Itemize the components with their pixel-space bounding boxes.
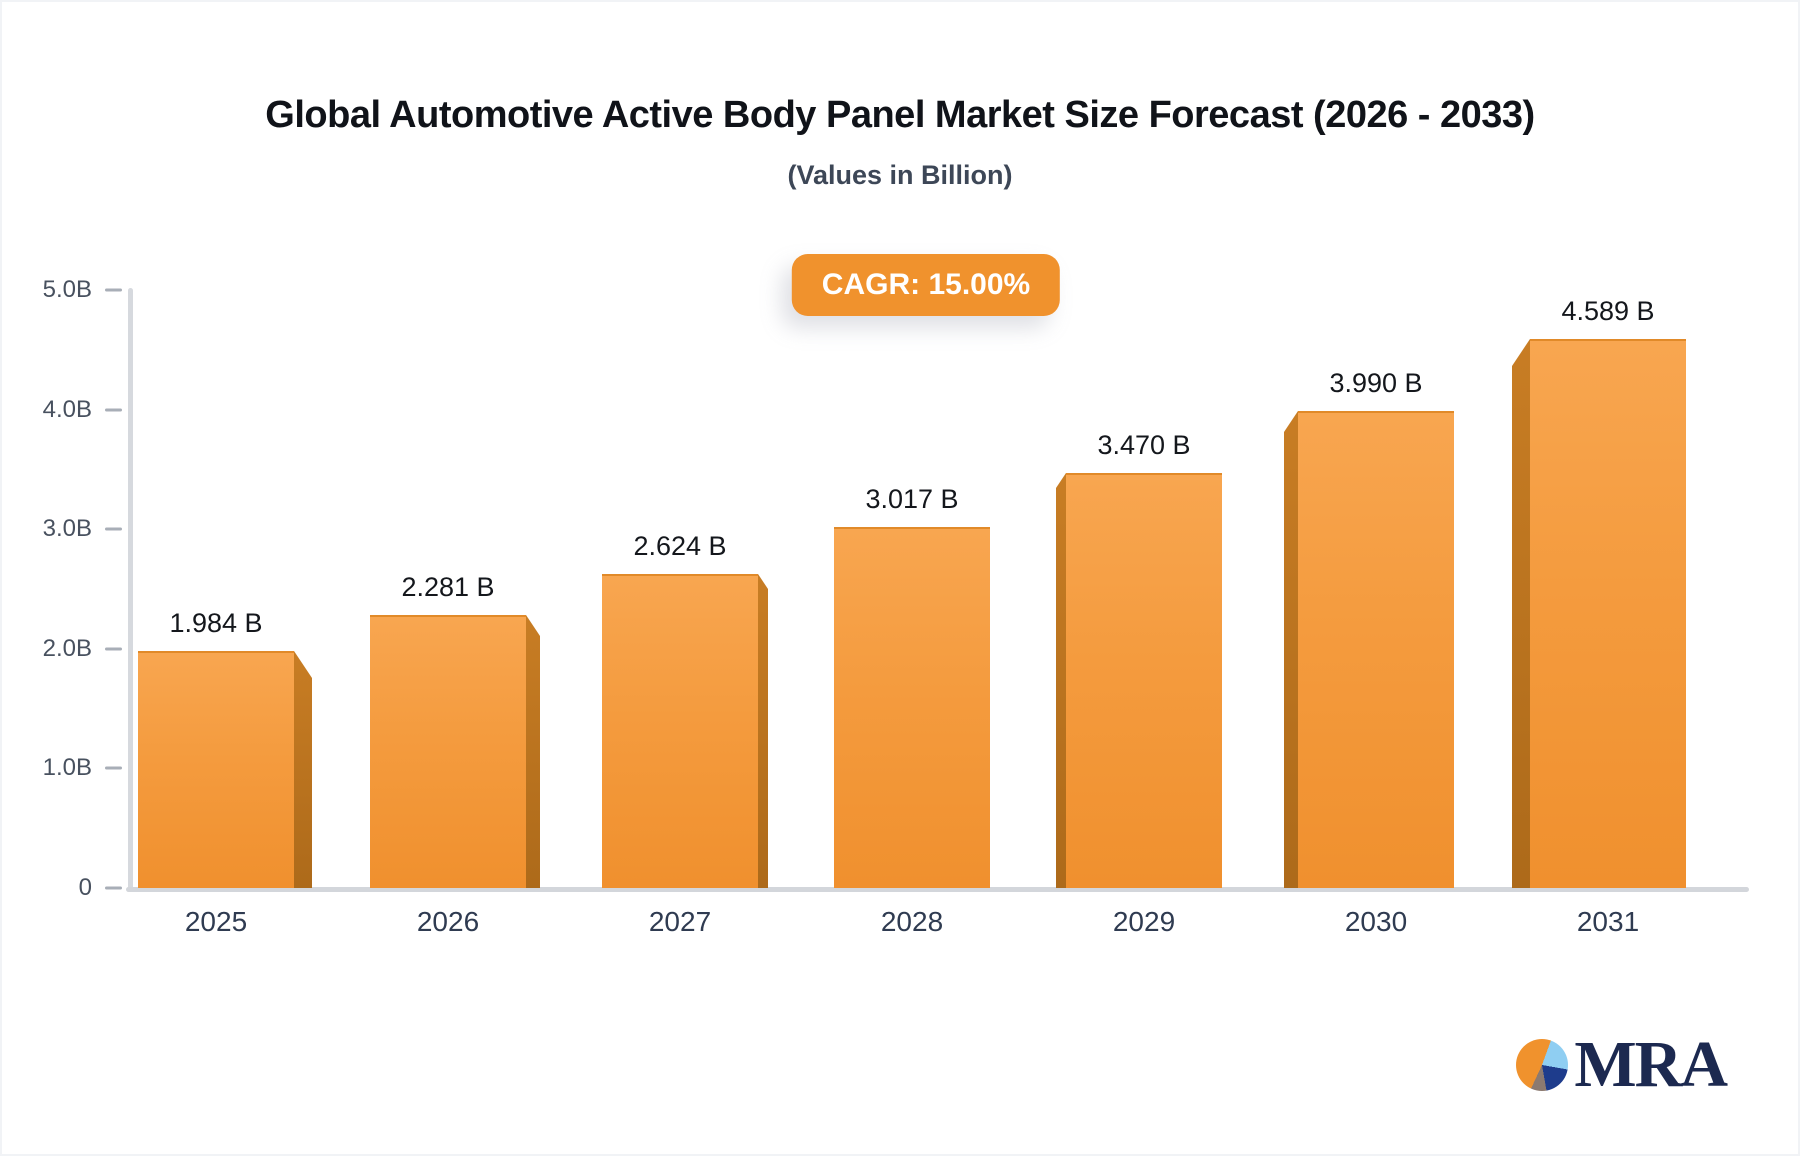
bar-value-label: 2.281 B [401, 572, 495, 602]
bar-value-label: 4.589 B [1561, 296, 1655, 326]
plot-area: 0 1.0B 2.0B 3.0B 4.0B 5.0B 1.984 B 2.281 B 2.62… [43, 276, 1749, 937]
y-axis-line [128, 288, 133, 890]
y-tick-label: 0 [78, 874, 92, 901]
bar-group: 3.470 B [1056, 430, 1222, 888]
x-axis-category-label: 2029 [1112, 906, 1176, 937]
bar-3d-side [758, 574, 768, 888]
cagr-badge: CAGR: 15.00% [791, 254, 1061, 316]
x-axis-line [126, 887, 1749, 892]
x-axis-category-label: 2026 [416, 906, 480, 937]
y-tick-label: 1.0B [42, 754, 92, 782]
logo-pie-icon [1516, 1039, 1569, 1091]
y-tick-mark [105, 647, 122, 651]
bar [602, 574, 758, 888]
bar-3d-side [294, 651, 312, 888]
y-tick-label: 5.0B [42, 276, 92, 303]
bar-value-label: 2.624 B [633, 531, 727, 561]
bar-value-label: 3.017 B [865, 484, 959, 514]
bar [1066, 473, 1222, 888]
x-axis-category-label: 2025 [184, 906, 248, 937]
y-tick-label: 4.0B [42, 395, 92, 423]
bar-group: 4.589 B [1512, 296, 1686, 888]
chart-title: Global Automotive Active Body Panel Mark… [265, 94, 1535, 136]
brand-logo: MRA [1516, 1028, 1728, 1101]
x-axis-category-label: 2031 [1576, 906, 1640, 937]
bar [1530, 339, 1686, 888]
chart-subtitle: (Values in Billion) [787, 160, 1013, 190]
logo-text: MRA [1574, 1028, 1728, 1101]
bar [370, 615, 526, 888]
bar-group: 2.624 B [602, 531, 768, 888]
y-tick-mark [105, 288, 122, 292]
bar-value-label: 3.990 B [1329, 368, 1423, 398]
bar-group: 2.281 B [370, 572, 540, 888]
bar [138, 651, 294, 888]
bar-3d-side [526, 615, 540, 888]
x-axis-category-label: 2027 [648, 906, 712, 937]
bar-value-label: 1.984 B [169, 608, 263, 638]
x-axis-category-label: 2028 [880, 906, 944, 937]
y-tick-mark [105, 886, 122, 890]
y-tick-mark [105, 766, 122, 770]
bar-group: 1.984 B [138, 608, 312, 888]
bar-3d-side [1056, 473, 1066, 888]
y-tick-label: 3.0B [42, 515, 92, 543]
bar-group: 3.017 B [834, 484, 990, 888]
bar-3d-side [1512, 339, 1530, 888]
y-tick-label: 2.0B [42, 634, 92, 662]
bar [834, 527, 990, 888]
bar-3d-side [1284, 411, 1298, 888]
bar-value-label: 3.470 B [1097, 430, 1191, 460]
y-tick-mark [105, 408, 122, 412]
y-tick-mark [105, 527, 122, 531]
x-axis-category-label: 2030 [1344, 906, 1408, 937]
bar [1298, 411, 1454, 888]
bar-group: 3.990 B [1284, 368, 1454, 888]
